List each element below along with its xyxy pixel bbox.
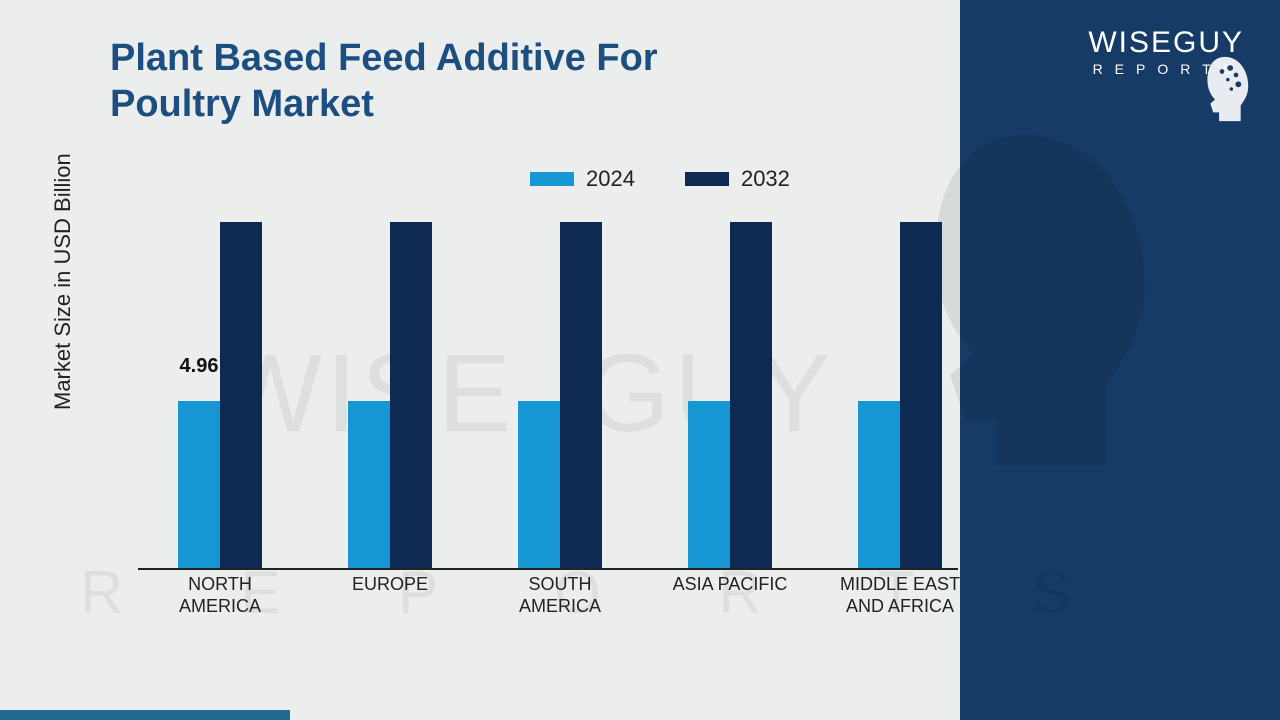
legend-swatch-2024 bbox=[530, 172, 574, 186]
x-axis-label: SOUTH AMERICA bbox=[495, 574, 625, 617]
stage: WISE GUY R E P O R T S Plant Based Feed … bbox=[0, 0, 1280, 720]
bar bbox=[560, 222, 602, 568]
bar-groups: 4.96 bbox=[138, 200, 958, 568]
bar bbox=[518, 401, 560, 568]
bar bbox=[688, 401, 730, 568]
footer-accent-bar bbox=[0, 710, 290, 720]
legend-label-2032: 2032 bbox=[741, 166, 790, 192]
legend: 2024 2032 bbox=[530, 166, 790, 192]
legend-item-2032: 2032 bbox=[685, 166, 790, 192]
brand-word-1: WISE bbox=[1088, 26, 1173, 59]
bar bbox=[858, 401, 900, 568]
legend-label-2024: 2024 bbox=[586, 166, 635, 192]
brand-logo: WISEGUY REPORTS bbox=[1088, 28, 1244, 76]
x-axis-label: EUROPE bbox=[325, 574, 455, 596]
plot-region: 4.96 bbox=[138, 200, 958, 570]
chart-title: Plant Based Feed Additive For Poultry Ma… bbox=[110, 36, 750, 127]
value-label: 4.96 bbox=[180, 355, 219, 378]
legend-item-2024: 2024 bbox=[530, 166, 635, 192]
bar bbox=[730, 222, 772, 568]
x-axis-label: ASIA PACIFIC bbox=[665, 574, 795, 596]
bar bbox=[348, 401, 390, 568]
bar bbox=[390, 222, 432, 568]
brand-head-icon bbox=[1192, 54, 1252, 124]
bar bbox=[178, 401, 220, 568]
bar bbox=[900, 222, 942, 568]
x-axis-label: NORTH AMERICA bbox=[155, 574, 285, 617]
y-axis-label: Market Size in USD Billion bbox=[50, 153, 76, 410]
legend-swatch-2032 bbox=[685, 172, 729, 186]
chart-area: Market Size in USD Billion 2024 2032 4.9… bbox=[60, 160, 980, 680]
x-axis-label: MIDDLE EAST AND AFRICA bbox=[835, 574, 965, 617]
bar bbox=[220, 222, 262, 568]
